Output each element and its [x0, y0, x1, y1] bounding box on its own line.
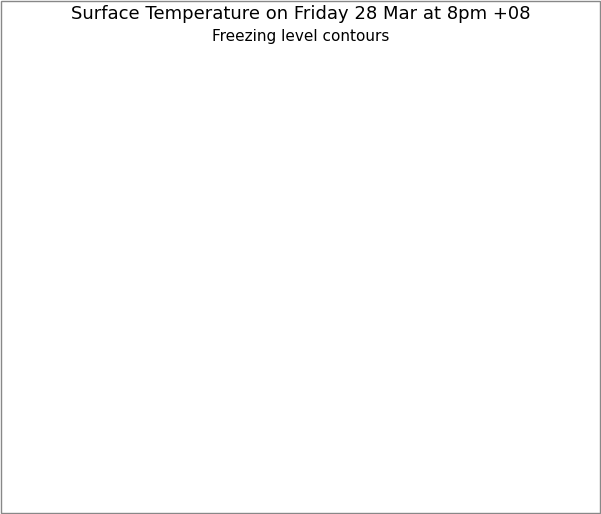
Text: Surface Temperature on Friday 28 Mar at 8pm +08: Surface Temperature on Friday 28 Mar at …	[71, 5, 530, 23]
Text: Freezing level contours: Freezing level contours	[212, 29, 389, 44]
